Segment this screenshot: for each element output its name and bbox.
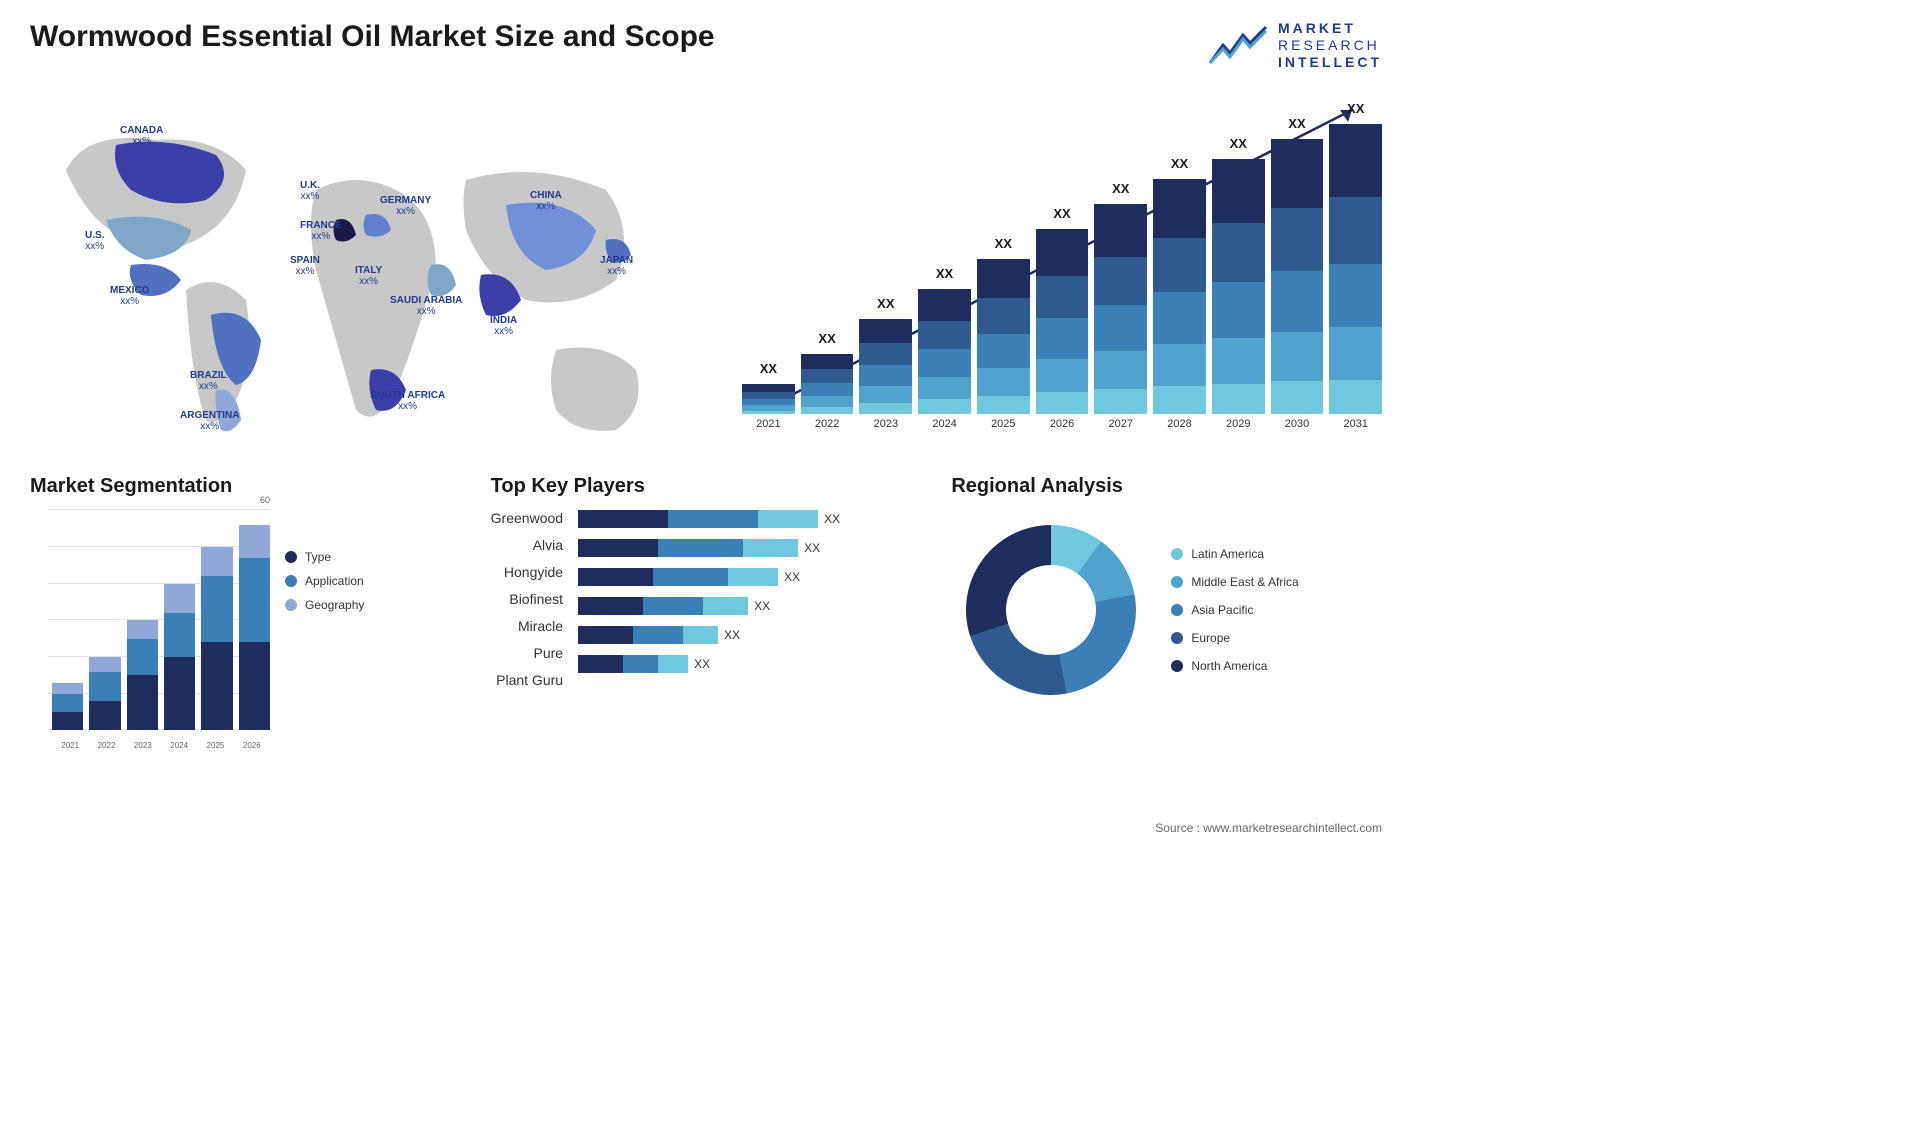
growth-bar: XX2022: [801, 354, 854, 430]
logo-line2: RESEARCH: [1278, 37, 1382, 54]
map-label: SPAINxx%: [290, 255, 320, 277]
segmentation-title: Market Segmentation: [30, 475, 461, 498]
map-label: INDIAxx%: [490, 315, 517, 337]
growth-bar: XX2021: [742, 384, 795, 430]
page-title: Wormwood Essential Oil Market Size and S…: [30, 20, 715, 54]
player-name: Alvia: [491, 537, 563, 553]
growth-bar: XX2028: [1153, 179, 1206, 430]
donut-slice: [1060, 594, 1137, 693]
segmentation-section: Market Segmentation 01020304050602021202…: [30, 475, 461, 750]
regional-section: Regional Analysis Latin America Middle Ea…: [951, 475, 1382, 750]
seg-bar: [239, 525, 270, 730]
map-label: SAUDI ARABIAxx%: [390, 295, 462, 317]
map-label: CHINAxx%: [530, 190, 562, 212]
growth-bar: XX2029: [1212, 159, 1265, 430]
player-row: XX: [578, 539, 921, 557]
player-name: Miracle: [491, 618, 563, 634]
growth-bar: XX2031: [1329, 124, 1382, 430]
map-label: ITALYxx%: [355, 265, 382, 287]
legend-item: Asia Pacific: [1171, 603, 1298, 617]
player-bars: XX XX XX XX XX XX: [578, 510, 921, 688]
map-label: GERMANYxx%: [380, 195, 431, 217]
growth-chart: XX2021XX2022XX2023XX2024XX2025XX2026XX20…: [742, 90, 1382, 450]
growth-bar: XX2026: [1036, 229, 1089, 430]
world-map: CANADAxx% U.S.xx% MEXICOxx% BRAZILxx% ARGENT…: [30, 90, 702, 450]
map-label: JAPANxx%: [600, 255, 633, 277]
seg-bar: [127, 620, 158, 730]
growth-bar: XX2027: [1094, 204, 1147, 430]
player-row: XX: [578, 568, 921, 586]
seg-bar: [201, 547, 232, 730]
segmentation-chart: 0102030405060202120222023202420252026: [30, 510, 270, 750]
logo-icon: [1208, 25, 1268, 65]
growth-bar: XX2024: [918, 289, 971, 430]
logo-line3: INTELLECT: [1278, 54, 1382, 71]
legend-item: Type: [285, 550, 364, 564]
segmentation-legend: Type Application Geography: [285, 510, 364, 750]
player-name: Plant Guru: [491, 672, 563, 688]
player-row: XX: [578, 597, 921, 615]
player-row: XX: [578, 655, 921, 673]
donut-slice: [971, 624, 1068, 695]
player-name: Biofinest: [491, 591, 563, 607]
legend-item: Application: [285, 574, 364, 588]
player-names: Greenwood Alvia Hongyide Biofinest Miracle Pu…: [491, 510, 563, 688]
players-title: Top Key Players: [491, 475, 922, 498]
legend-item: Latin America: [1171, 547, 1298, 561]
seg-bar: [164, 584, 195, 731]
player-row: XX: [578, 626, 921, 644]
legend-item: Geography: [285, 598, 364, 612]
growth-bar: XX2030: [1271, 139, 1324, 430]
legend-item: North America: [1171, 659, 1298, 673]
map-label: FRANCExx%: [300, 220, 342, 242]
legend-item: Middle East & Africa: [1171, 575, 1298, 589]
player-name: Pure: [491, 645, 563, 661]
growth-bar: XX2023: [859, 319, 912, 430]
player-row: XX: [578, 510, 921, 528]
map-label: BRAZILxx%: [190, 370, 227, 392]
map-label: CANADAxx%: [120, 125, 163, 147]
map-label: ARGENTINAxx%: [180, 410, 239, 432]
map-label: U.S.xx%: [85, 230, 104, 252]
map-label: SOUTH AFRICAxx%: [370, 390, 445, 412]
donut-slice: [966, 525, 1051, 636]
map-label: U.K.xx%: [300, 180, 320, 202]
logo: MARKET RESEARCH INTELLECT: [1208, 20, 1382, 70]
regional-legend: Latin America Middle East & Africa Asia Pa…: [1171, 547, 1298, 673]
player-name: Hongyide: [491, 564, 563, 580]
map-label: MEXICOxx%: [110, 285, 149, 307]
seg-bar: [52, 683, 83, 731]
growth-bar: XX2025: [977, 259, 1030, 430]
player-name: Greenwood: [491, 510, 563, 526]
logo-line1: MARKET: [1278, 20, 1382, 37]
seg-bar: [89, 657, 120, 730]
players-section: Top Key Players Greenwood Alvia Hongyide Bi…: [491, 475, 922, 750]
footer-source: Source : www.marketresearchintellect.com: [1155, 821, 1382, 835]
donut-chart: [951, 510, 1151, 710]
regional-title: Regional Analysis: [951, 475, 1382, 498]
legend-item: Europe: [1171, 631, 1298, 645]
